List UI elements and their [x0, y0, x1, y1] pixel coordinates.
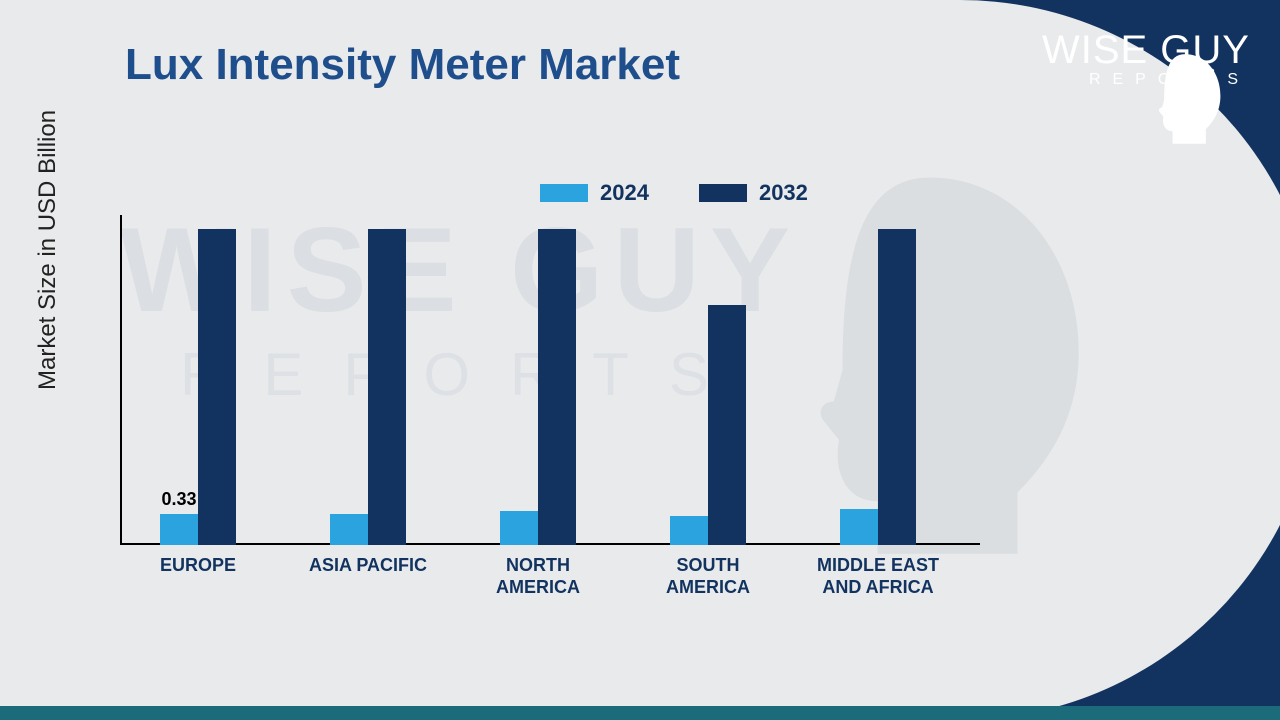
category-label: EUROPE — [123, 555, 273, 577]
category-label: NORTH AMERICA — [463, 555, 613, 598]
bar — [500, 511, 538, 545]
bar — [840, 509, 878, 545]
chart-legend: 2024 2032 — [540, 180, 808, 206]
right-brand-band — [960, 0, 1280, 720]
legend-label: 2032 — [759, 180, 808, 206]
bar — [160, 514, 198, 545]
plot-area: EUROPEASIA PACIFICNORTH AMERICASOUTH AME… — [120, 215, 980, 545]
bar-value-label: 0.33 — [161, 489, 196, 510]
category-label: ASIA PACIFIC — [293, 555, 443, 577]
bar — [538, 229, 576, 545]
chart-title: Lux Intensity Meter Market — [125, 40, 680, 90]
legend-swatch — [699, 184, 747, 202]
bar — [198, 229, 236, 545]
y-axis-line — [120, 215, 122, 545]
bar — [368, 229, 406, 545]
chart-canvas: WISE GUY REPORTS Lux Intensity Meter Mar… — [0, 0, 1280, 720]
category-label: SOUTH AMERICA — [633, 555, 783, 598]
y-axis-label: Market Size in USD Billion — [34, 110, 62, 390]
bar — [330, 514, 368, 545]
brand-head-icon — [1140, 50, 1230, 150]
bar — [670, 516, 708, 545]
brand-block: WISE GUY REPORTS — [1042, 30, 1250, 88]
category-label: MIDDLE EAST AND AFRICA — [803, 555, 953, 598]
legend-label: 2024 — [600, 180, 649, 206]
legend-item-2024: 2024 — [540, 180, 649, 206]
bar — [878, 229, 916, 545]
bar — [708, 305, 746, 545]
bottom-accent-bar — [0, 706, 1280, 720]
legend-swatch — [540, 184, 588, 202]
legend-item-2032: 2032 — [699, 180, 808, 206]
